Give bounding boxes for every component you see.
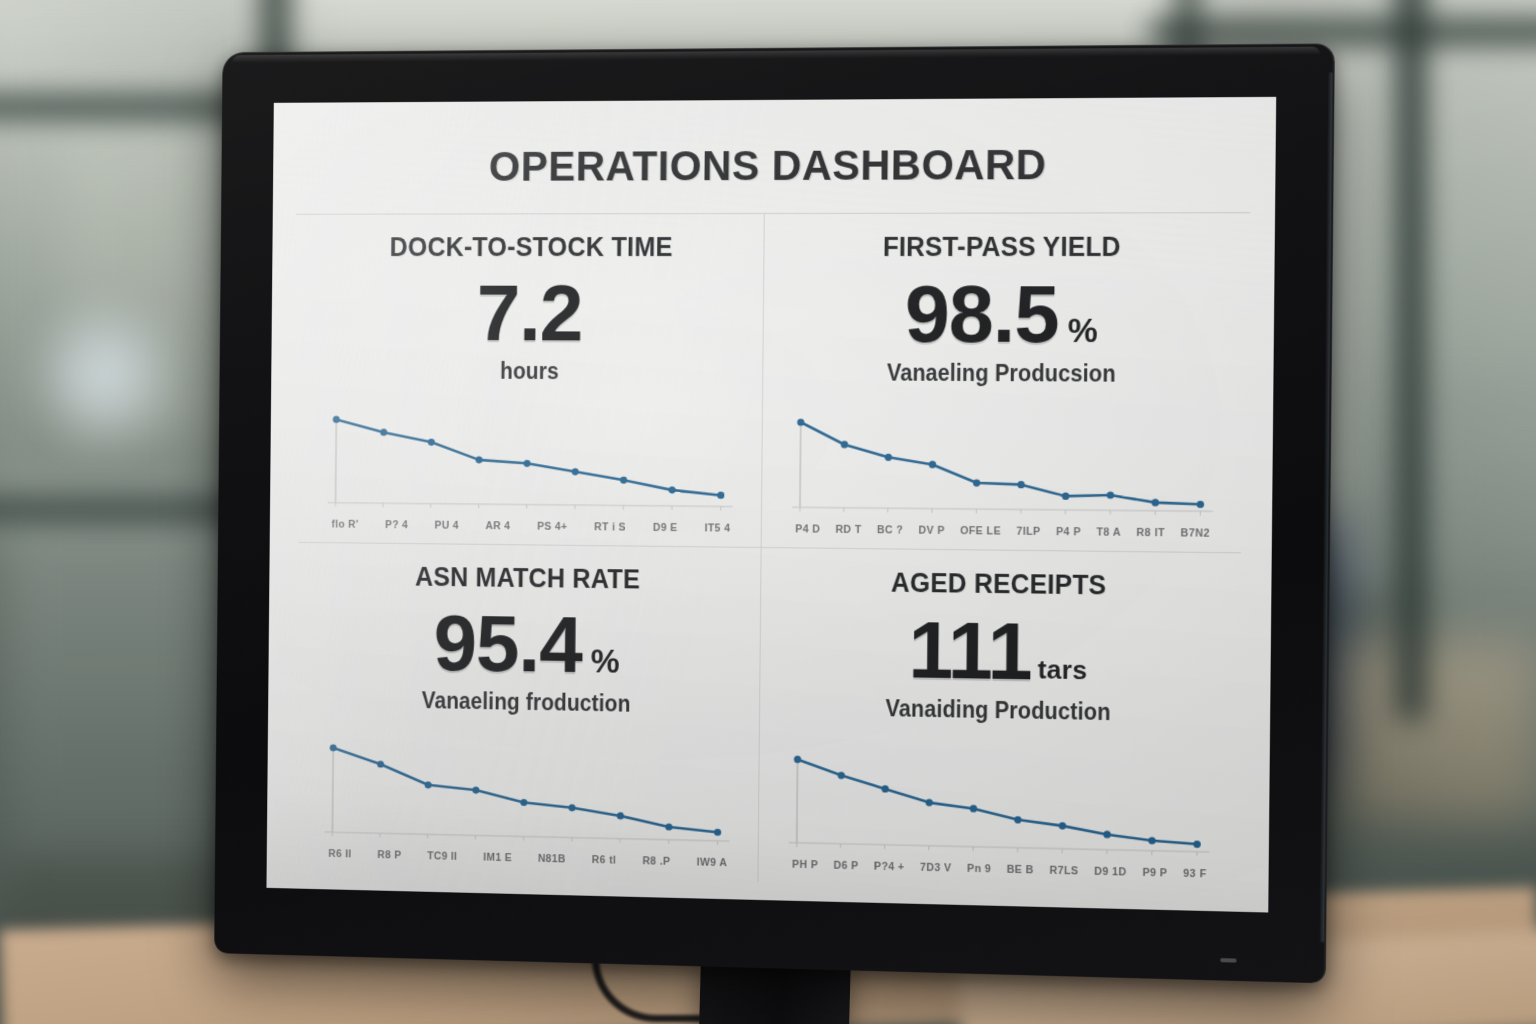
kpi-unit: tars xyxy=(1037,654,1088,686)
kpi-subtitle: Vanaiding Production xyxy=(885,695,1111,726)
x-axis-tick-label: N81B xyxy=(537,852,566,866)
x-axis-tick-label: R7LS xyxy=(1049,864,1079,878)
x-axis-tick-label: R6 II xyxy=(328,848,352,861)
operations-dashboard: OPERATIONS DASHBOARD DOCK-TO-STOCK TIME … xyxy=(266,96,1277,913)
computer-monitor: OPERATIONS DASHBOARD DOCK-TO-STOCK TIME … xyxy=(214,43,1335,984)
x-axis-tick-label: T8 A xyxy=(1096,526,1121,539)
window-mullion xyxy=(1150,20,1536,44)
x-axis-tick-label: P9 P xyxy=(1142,866,1168,880)
x-axis-tick-label: BE B xyxy=(1006,863,1034,877)
kpi-label: AGED RECEIPTS xyxy=(891,567,1107,601)
window-mullion xyxy=(0,500,280,520)
x-axis-tick-label: D9 1D xyxy=(1094,865,1127,879)
x-axis-tick-label: PH P xyxy=(791,858,819,872)
x-axis-tick-label: BC ? xyxy=(876,524,904,537)
kpi-value-row: 95.4 % xyxy=(433,598,620,689)
x-axis-tick-label: DV P xyxy=(918,524,945,537)
kpi-value: 111 xyxy=(908,604,1033,697)
x-axis-tick-label: IT5 4 xyxy=(704,522,731,535)
sparkline-svg-dock-to-stock-time xyxy=(324,401,736,523)
kpi-unit: hours xyxy=(499,358,559,385)
monitor-screen: OPERATIONS DASHBOARD DOCK-TO-STOCK TIME … xyxy=(266,96,1277,913)
kpi-value-row: 111 tars xyxy=(908,604,1088,697)
x-axis-tick-label: 93 F xyxy=(1183,867,1207,881)
x-axis-tick-label: PU 4 xyxy=(434,519,459,532)
x-axis-tick-labels: P4 D RD T BC ? DV P OFE LE 7ILP P4 P T8 A R8 IT B… xyxy=(787,521,1214,540)
sparkline-svg-aged-receipts xyxy=(784,738,1212,868)
sparkline-chart: flo R' P? 4 PU 4 AR 4 PS 4+ RT i S D9 E IT5 4 xyxy=(324,401,736,535)
kpi-card-aged-receipts[interactable]: AGED RECEIPTS 111 tars Vanaiding Product… xyxy=(758,548,1241,893)
x-axis-tick-label: B7N2 xyxy=(1180,527,1210,540)
x-axis-tick-label: R8 IT xyxy=(1136,526,1165,540)
page-title: OPERATIONS DASHBOARD xyxy=(488,140,1047,191)
x-axis-tick-label: IW9 A xyxy=(696,856,728,870)
x-axis-tick-label: flo R' xyxy=(331,518,359,531)
x-axis-tick-label: OFE LE xyxy=(960,525,1002,538)
kpi-label: FIRST-PASS YIELD xyxy=(883,231,1122,263)
x-axis-tick-label: 7ILP xyxy=(1016,525,1041,538)
kpi-value-row: 98.5 % xyxy=(904,269,1099,360)
background-object xyxy=(1340,640,1536,820)
x-axis-tick-label: IM1 E xyxy=(483,851,513,865)
kpi-card-dock-to-stock-time[interactable]: DOCK-TO-STOCK TIME 7.2 hours flo R' P? 4 P… xyxy=(298,213,765,548)
x-axis-tick-label: R8 P xyxy=(377,849,402,862)
x-axis-tick-label: P4 D xyxy=(795,523,821,536)
kpi-grid: DOCK-TO-STOCK TIME 7.2 hours flo R' P? 4 P… xyxy=(295,213,1244,893)
x-axis-tick-label: R8 .P xyxy=(642,855,671,868)
x-axis-tick-label: P?4 + xyxy=(873,860,905,874)
x-axis-tick-label: D9 E xyxy=(652,521,678,535)
x-axis-tick-label: P? 4 xyxy=(385,519,409,532)
kpi-unit: % xyxy=(1067,311,1098,350)
kpi-label: DOCK-TO-STOCK TIME xyxy=(389,232,673,262)
x-axis-tick-label: Pn 9 xyxy=(966,862,992,876)
sparkline-chart: P4 D RD T BC ? DV P OFE LE 7ILP P4 P T8 A R8 IT B… xyxy=(787,403,1215,540)
kpi-subtitle: Vanaeling Producsion xyxy=(886,359,1116,388)
background-light-bloom xyxy=(20,300,190,450)
kpi-value: 7.2 xyxy=(476,268,583,358)
x-axis-tick-label: D6 P xyxy=(833,859,859,873)
x-axis-tick-label: P4 P xyxy=(1055,525,1081,539)
sparkline-svg-asn-match-rate xyxy=(321,730,733,857)
sparkline-svg-first-pass-yield xyxy=(787,403,1215,528)
kpi-subtitle: Vanaeling froduction xyxy=(421,687,631,718)
power-led-indicator xyxy=(1220,958,1237,963)
x-axis-tick-label: TC9 II xyxy=(427,850,458,863)
x-axis-tick-label: R6 tl xyxy=(591,854,617,867)
x-axis-tick-label: 7D3 V xyxy=(919,861,952,875)
kpi-value-row: 7.2 xyxy=(476,268,583,358)
kpi-card-first-pass-yield[interactable]: FIRST-PASS YIELD 98.5 % Vanaeling Produc… xyxy=(761,213,1244,554)
sparkline-chart: R6 II R8 P TC9 II IM1 E N81B R6 tl R8 .P IW9 A xyxy=(321,730,733,869)
x-axis-tick-label: PS 4+ xyxy=(537,520,568,533)
window-mullion xyxy=(1396,0,1426,720)
x-axis-tick-label: RD T xyxy=(835,523,862,537)
kpi-value: 95.4 xyxy=(433,598,583,689)
kpi-unit: % xyxy=(590,642,620,680)
kpi-card-asn-match-rate[interactable]: ASN MATCH RATE 95.4 % Vanaeling froducti… xyxy=(295,542,762,882)
kpi-label: ASN MATCH RATE xyxy=(414,561,641,595)
kpi-value: 98.5 xyxy=(904,269,1060,360)
x-axis-tick-label: RT i S xyxy=(594,521,626,534)
sparkline-chart: PH P D6 P P?4 + 7D3 V Pn 9 BE B R7LS D9 1D P9 P 9… xyxy=(784,738,1212,880)
x-axis-tick-label: AR 4 xyxy=(485,520,511,533)
x-axis-tick-labels: flo R' P? 4 PU 4 AR 4 PS 4+ RT i S D9 E IT5 4 xyxy=(324,517,735,535)
